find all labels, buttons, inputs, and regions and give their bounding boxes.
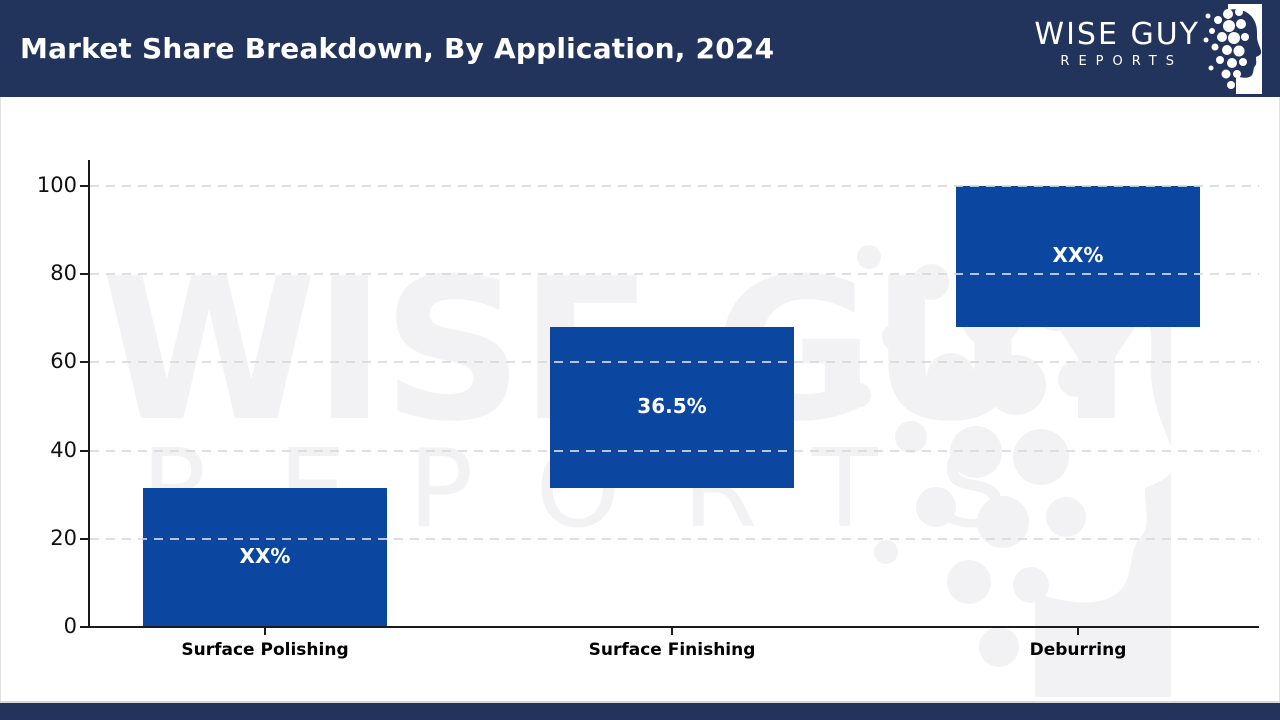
gridline <box>90 185 1259 187</box>
x-tick-mark <box>671 628 673 635</box>
x-axis-category-label: Surface Finishing <box>588 640 756 660</box>
bar-deburring <box>956 186 1200 328</box>
x-tick-mark <box>264 628 266 635</box>
bar-value-label: XX% <box>239 543 291 568</box>
logo-wordmark: WISE GUY REPORTS <box>1034 17 1200 70</box>
gridline <box>90 361 1259 364</box>
y-tick-label: 20 <box>50 525 77 550</box>
bar-surface-finishing <box>550 327 794 489</box>
header-bar: Market Share Breakdown, By Application, … <box>0 0 1280 97</box>
x-axis-category-label: Deburring <box>1029 640 1127 660</box>
gridline <box>90 273 1259 276</box>
y-tick-mark <box>80 361 88 364</box>
footer-divider <box>0 701 1280 703</box>
y-tick-mark <box>80 273 88 276</box>
y-axis-spine <box>88 160 90 628</box>
y-tick-mark <box>80 449 88 452</box>
page-title: Market Share Breakdown, By Application, … <box>20 32 775 65</box>
y-tick-label: 40 <box>50 437 77 462</box>
y-tick-label: 80 <box>50 261 77 286</box>
x-tick-mark <box>1077 628 1079 635</box>
y-tick-label: 60 <box>50 349 77 374</box>
footer-bar <box>0 703 1280 720</box>
x-axis-spine <box>88 626 1259 628</box>
bar-value-label: XX% <box>1052 242 1104 267</box>
y-tick-mark <box>80 537 88 540</box>
gridline <box>90 449 1259 452</box>
gridline <box>90 537 1259 540</box>
logo-wiseguy-text: WISE GUY <box>1034 17 1200 52</box>
bar-surface-polishing <box>143 488 387 627</box>
chart-canvas: WISE GUY REPORTS XX% 36.5% XX% 0 20 40 60 80 10… <box>0 97 1280 701</box>
logo-reports-text: REPORTS <box>1060 54 1184 69</box>
y-tick-mark <box>80 185 88 187</box>
wise-guy-reports-logo: WISE GUY REPORTS <box>1012 4 1262 94</box>
x-axis-category-label: Surface Polishing <box>181 640 349 660</box>
y-tick-label: 100 <box>36 173 77 197</box>
bar-value-label: 36.5% <box>637 393 707 418</box>
logo-face-icon <box>1203 4 1262 94</box>
y-tick-label: 0 <box>63 614 77 638</box>
y-tick-mark <box>80 626 88 628</box>
